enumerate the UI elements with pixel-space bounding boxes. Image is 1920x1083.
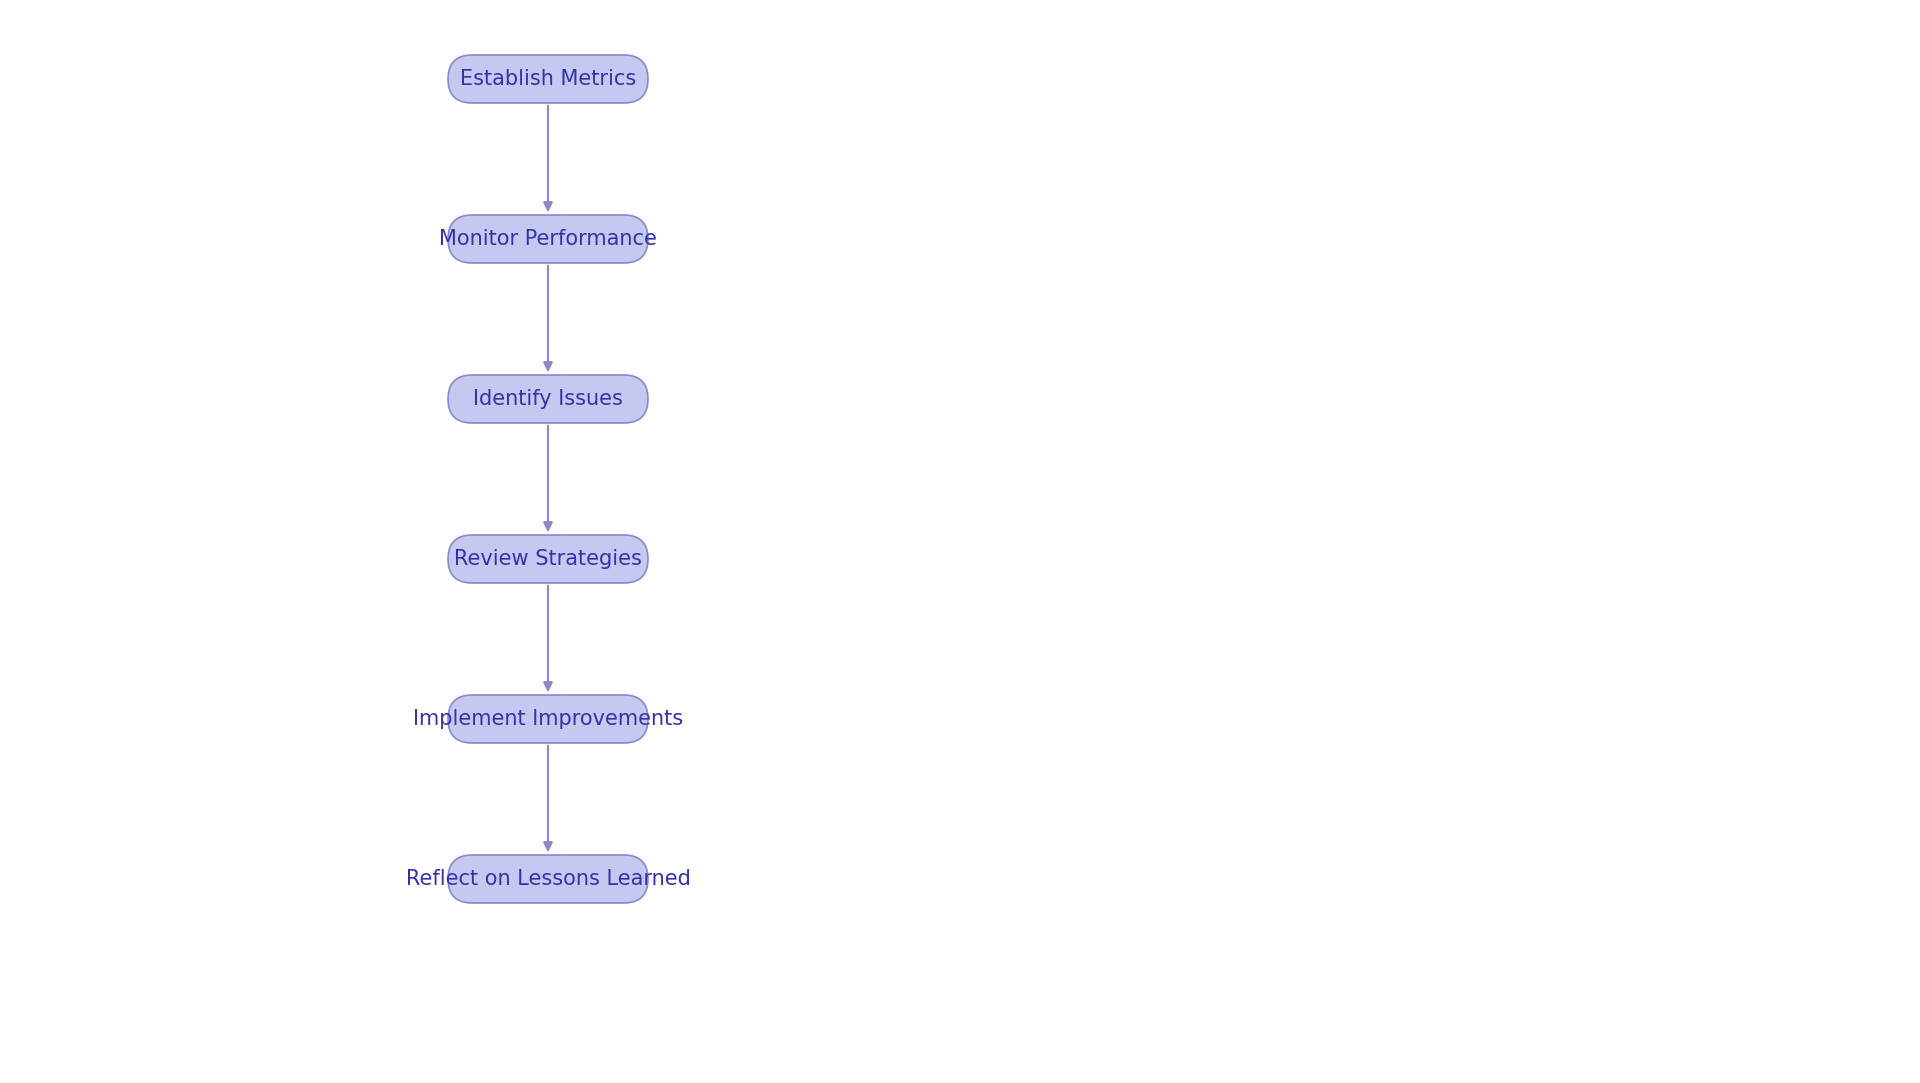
FancyBboxPatch shape [447, 55, 649, 103]
FancyBboxPatch shape [447, 695, 649, 743]
FancyBboxPatch shape [447, 535, 649, 583]
Text: Establish Metrics: Establish Metrics [461, 69, 636, 89]
Text: Implement Improvements: Implement Improvements [413, 709, 684, 729]
Text: Reflect on Lessons Learned: Reflect on Lessons Learned [405, 869, 691, 889]
Text: Monitor Performance: Monitor Performance [440, 229, 657, 249]
Text: Review Strategies: Review Strategies [453, 549, 641, 569]
FancyBboxPatch shape [447, 375, 649, 423]
FancyBboxPatch shape [447, 216, 649, 263]
FancyBboxPatch shape [447, 854, 649, 903]
Text: Identify Issues: Identify Issues [472, 389, 622, 409]
